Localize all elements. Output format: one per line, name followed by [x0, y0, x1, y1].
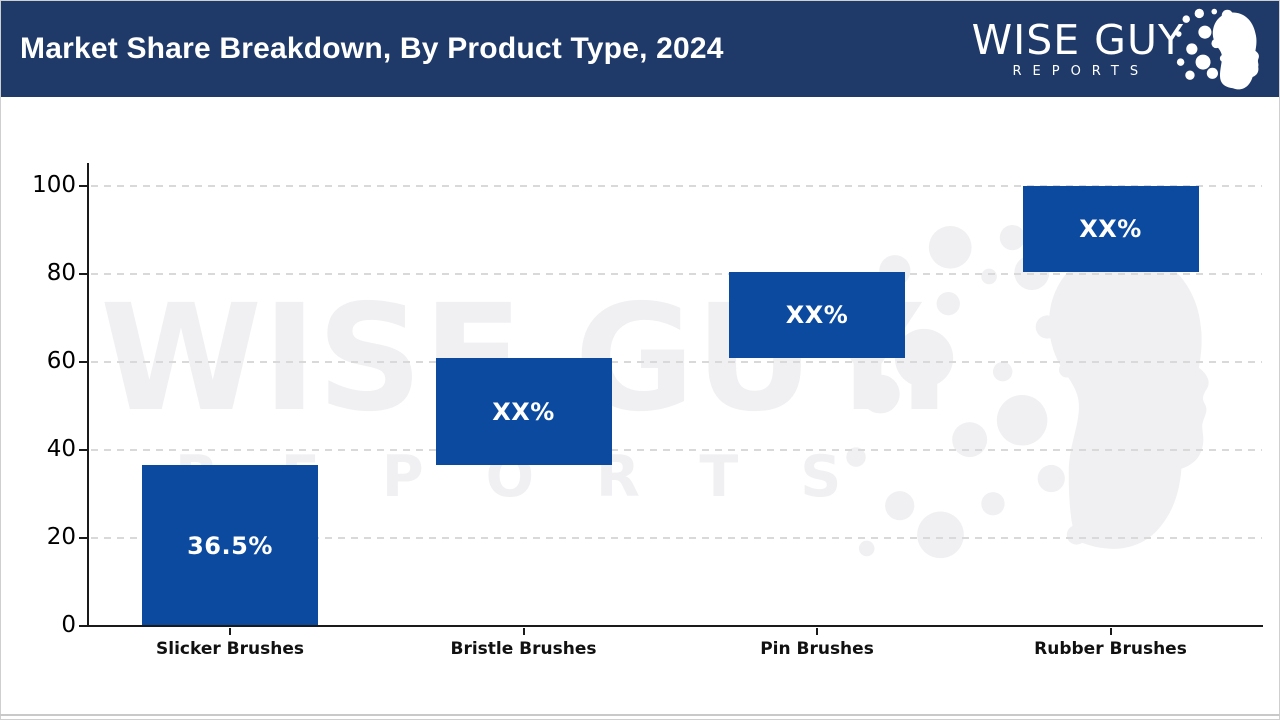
x-tick-mark [522, 628, 525, 635]
x-tick-mark [229, 628, 231, 635]
watermark-face-icon [846, 223, 1209, 559]
plot-area: 36.5% XX% XX% XX% [89, 185, 1262, 626]
y-tick-mark [79, 537, 87, 539]
bar-label: XX% [785, 300, 849, 329]
y-tick-label: 0 [61, 612, 76, 638]
bar: XX% [435, 357, 612, 466]
bar: 36.5% [142, 465, 318, 626]
x-tick-mark [816, 628, 818, 635]
x-tick-mark [1109, 628, 1112, 635]
brand-logo: WISE GUY REPORTS [972, 6, 1266, 92]
logo-wordmark: WISE GUY [971, 15, 1184, 64]
logo-subtext: REPORTS [1012, 64, 1150, 80]
y-tick-mark [79, 625, 87, 627]
y-tick-label: 40 [46, 436, 76, 462]
x-tick-label: Rubber Brushes [1034, 639, 1187, 659]
bar-label: 36.5% [187, 531, 273, 560]
y-tick-mark [79, 185, 87, 187]
bottom-rule [0, 714, 1280, 716]
x-tick-label: Pin Brushes [760, 639, 874, 659]
x-axis-line [87, 625, 1263, 627]
bar-label: XX% [1079, 214, 1142, 243]
bar: XX% [729, 271, 905, 358]
bar: XX% [1022, 186, 1199, 272]
x-tick-label: Slicker Brushes [156, 639, 304, 659]
logo-face-icon [1175, 8, 1259, 90]
gridline [91, 449, 1262, 451]
y-tick-label: 80 [46, 260, 76, 286]
y-axis-line [87, 163, 89, 627]
y-tick-label: 60 [46, 348, 76, 374]
page-title: Market Share Breakdown, By Product Type,… [20, 31, 724, 65]
gridline [91, 361, 1262, 363]
header-bar: Market Share Breakdown, By Product Type,… [0, 0, 1280, 97]
gridline [91, 273, 1262, 275]
y-tick-mark [79, 449, 87, 451]
gridline [91, 537, 1262, 539]
x-tick-label: Bristle Brushes [450, 639, 597, 659]
y-tick-mark [79, 361, 87, 363]
y-tick-label: 20 [46, 524, 76, 550]
gridline [91, 185, 1262, 187]
y-tick-label: 100 [32, 172, 76, 198]
bar-label: XX% [492, 397, 555, 426]
y-tick-mark [79, 273, 87, 275]
